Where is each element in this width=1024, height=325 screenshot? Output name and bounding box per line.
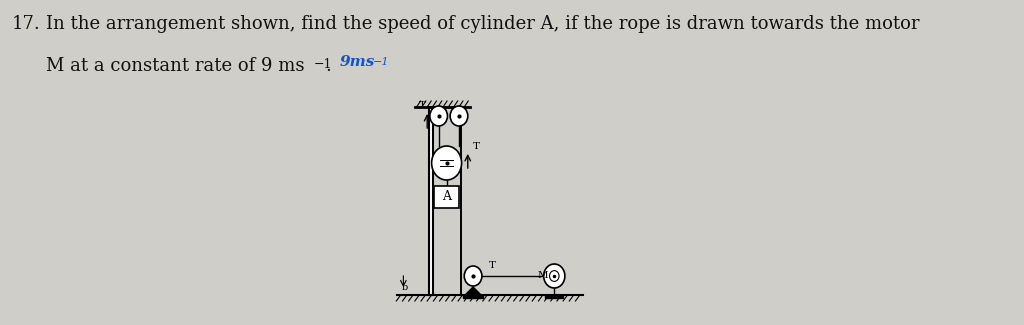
Circle shape	[431, 146, 462, 180]
Polygon shape	[546, 295, 563, 298]
Text: A: A	[442, 190, 452, 203]
Bar	[434, 186, 459, 208]
Circle shape	[550, 271, 559, 281]
Circle shape	[544, 264, 565, 288]
Text: M: M	[538, 270, 548, 280]
Circle shape	[430, 106, 447, 126]
Text: .: .	[325, 57, 331, 75]
Text: b: b	[401, 283, 408, 292]
Bar	[428, 107, 433, 295]
Text: T: T	[489, 261, 496, 270]
Text: 17.: 17.	[11, 15, 40, 33]
Text: T: T	[473, 142, 480, 151]
Polygon shape	[465, 287, 481, 295]
Text: −1: −1	[313, 58, 332, 71]
Circle shape	[451, 106, 468, 126]
Text: 9ms: 9ms	[340, 55, 375, 69]
Text: −1: −1	[373, 57, 389, 67]
Text: M at a constant rate of 9 ms: M at a constant rate of 9 ms	[46, 57, 304, 75]
Text: T: T	[419, 101, 425, 110]
Polygon shape	[464, 295, 482, 298]
Circle shape	[464, 266, 482, 286]
Text: In the arrangement shown, find the speed of cylinder A, if the rope is drawn tow: In the arrangement shown, find the speed…	[46, 15, 920, 33]
